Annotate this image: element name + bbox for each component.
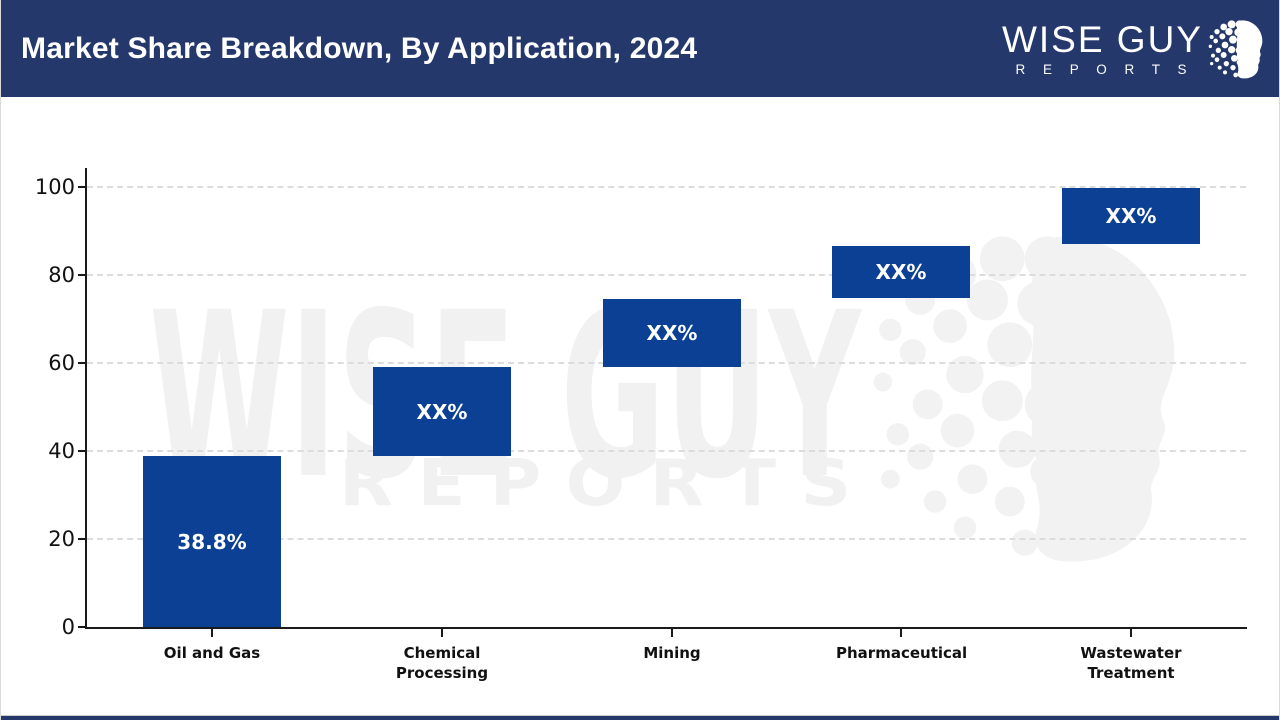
y-tick-label: 40	[48, 439, 75, 463]
x-category-label: Wastewater Treatment	[1080, 644, 1182, 683]
bar-segment: XX%	[603, 299, 741, 368]
x-tick-mark	[441, 629, 443, 637]
y-tick-label: 60	[48, 351, 75, 375]
x-tick-mark	[211, 629, 213, 637]
y-tick-label: 0	[61, 615, 75, 639]
y-tick-mark	[78, 538, 86, 540]
bar-value-label: XX%	[875, 259, 927, 284]
gridline	[87, 274, 1246, 276]
y-tick-mark	[78, 186, 86, 188]
chart-area: WISE GUY R E P O R T S 0 20 40 60 80 100 38.8%…	[1, 97, 1279, 715]
bar-value-label: XX%	[646, 321, 698, 346]
gridline	[87, 450, 1246, 452]
y-tick-label: 100	[34, 175, 75, 199]
x-axis-line	[85, 627, 1247, 629]
gridline	[87, 538, 1246, 540]
y-tick-mark	[78, 274, 86, 276]
bar-segment: XX%	[373, 367, 511, 457]
footer-divider	[1, 715, 1279, 716]
x-category-label: Mining	[643, 644, 701, 662]
brand-name: WISE GUY	[1001, 18, 1203, 60]
wiseguy-face-icon	[1205, 10, 1265, 88]
watermark-text-line2: R E P O R T S	[339, 447, 851, 521]
footer-bar	[1, 716, 1279, 720]
y-tick-label: 20	[48, 527, 75, 551]
y-tick-label: 80	[48, 263, 75, 287]
brand-logo-text: WISE GUY R E P O R T S	[1002, 21, 1203, 77]
bar-segment: 38.8%	[143, 456, 281, 627]
y-tick-mark	[78, 450, 86, 452]
bar-segment: XX%	[832, 245, 970, 298]
bar-value-label: 38.8%	[177, 529, 247, 554]
x-category-label: Chemical Processing	[395, 644, 489, 683]
bar-segment: XX%	[1062, 187, 1200, 245]
gridline	[87, 186, 1246, 188]
x-tick-mark	[900, 629, 902, 637]
x-category-label: Pharmaceutical	[836, 644, 968, 662]
x-tick-mark	[1130, 629, 1132, 637]
brand-subtitle: R E P O R T S	[1015, 61, 1194, 77]
page-header: Market Share Breakdown, By Application, …	[1, 0, 1279, 97]
bar-value-label: XX%	[416, 399, 468, 424]
bar-value-label: XX%	[1105, 204, 1157, 229]
brand-logo: WISE GUY R E P O R T S	[1002, 10, 1265, 88]
x-tick-mark	[671, 629, 673, 637]
page-title: Market Share Breakdown, By Application, …	[21, 31, 698, 65]
y-tick-mark	[78, 626, 86, 628]
y-tick-mark	[78, 362, 86, 364]
x-category-label: Oil and Gas	[163, 644, 261, 662]
y-axis-line	[85, 168, 87, 629]
